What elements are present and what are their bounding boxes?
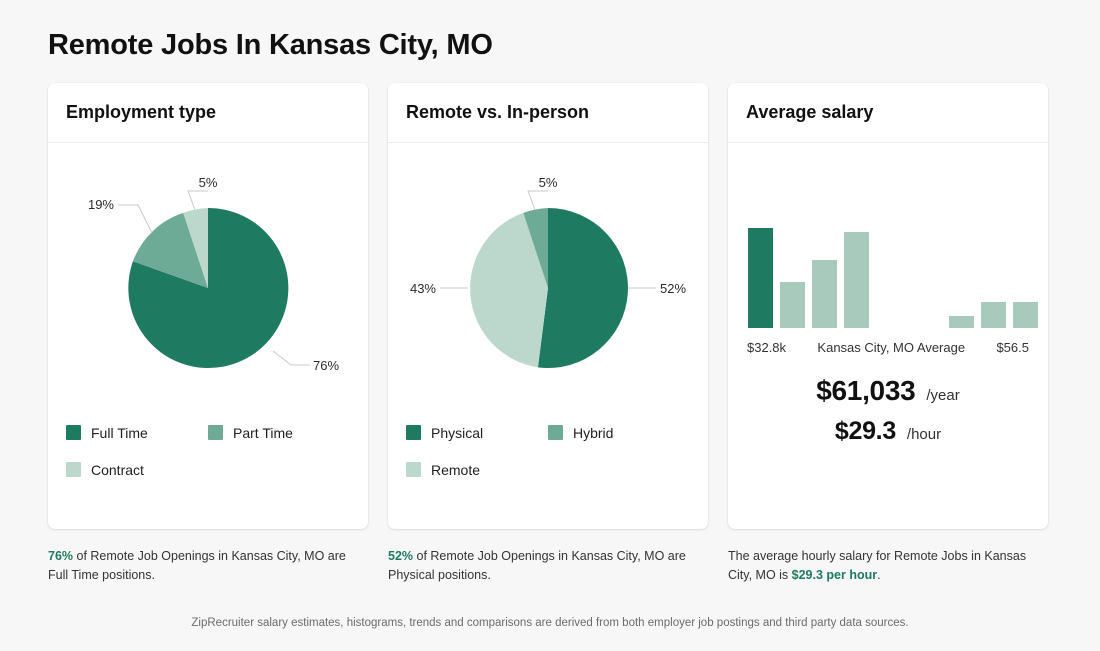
card-body-employment-type: 76% 19% 5% Full Time Part Time <box>48 143 368 529</box>
pie-slice-hybrid[interactable] <box>523 207 548 288</box>
card-body-average-salary: $32.8k Kansas City, MO Average $56.5 $61… <box>728 143 1048 529</box>
salary-histogram-axis: $32.8k Kansas City, MO Average $56.5 <box>728 340 1048 355</box>
salary-unit-yearly: /year <box>926 386 960 404</box>
caption-highlight-remote-vs-inperson: 52% <box>388 548 414 563</box>
card-title-remote-vs-inperson: Remote vs. In-person <box>388 83 708 143</box>
caption-highlight-average-salary: $29.3 per hour <box>791 568 878 583</box>
card-title-average-salary: Average salary <box>728 83 1048 143</box>
legend-item-full-time[interactable]: Full Time <box>66 425 208 441</box>
pie-value-label-contract: 5% <box>199 175 218 190</box>
histogram-bar-1[interactable] <box>748 227 773 328</box>
pie-leader-line-part-time <box>118 204 153 234</box>
pie-leader-line-hybrid <box>527 190 548 210</box>
pie-slice-full-time[interactable] <box>128 207 289 368</box>
legend-item-physical[interactable]: Physical <box>406 425 548 441</box>
pie-leader-line-contract <box>187 190 208 210</box>
caption-prefix-average-salary: The average hourly salary for Remote Job… <box>728 548 1027 583</box>
histogram-axis-label-left: $32.8k <box>747 339 787 355</box>
histogram-bar-4[interactable] <box>844 231 869 328</box>
card-column-employment-type: Employment type <box>48 82 368 586</box>
salary-row-hourly: $29.3 /hour <box>728 417 1048 446</box>
legend-item-part-time[interactable]: Part Time <box>208 425 350 441</box>
caption-text-remote-vs-inperson: of Remote Job Openings in Kansas City, M… <box>388 548 686 583</box>
pie-value-label-hybrid: 5% <box>539 175 558 190</box>
legend-swatch-icon-part-time <box>208 425 223 441</box>
histogram-bar-7[interactable] <box>949 315 974 328</box>
pie-slice-physical[interactable] <box>537 207 628 368</box>
pie-value-label-remote: 43% <box>410 281 436 296</box>
salary-histogram: $32.8k Kansas City, MO Average $56.5 <box>728 143 1048 383</box>
legend-swatch-icon-full-time <box>66 425 81 441</box>
legend-swatch-icon-contract <box>66 462 81 478</box>
pie-chart-remote-vs-inperson: 52% 43% 5% <box>388 143 708 443</box>
pie-value-label-full-time: 76% <box>313 358 339 373</box>
pie-svg-remote-vs-inperson: 52% 43% 5% <box>410 175 686 368</box>
page-title: Remote Jobs In Kansas City, MO <box>48 29 493 61</box>
legend-item-contract[interactable]: Contract <box>66 462 208 478</box>
card-title-employment-type: Employment type <box>48 83 368 143</box>
card-body-remote-vs-inperson: 52% 43% 5% Physical Hybrid <box>388 143 708 529</box>
legend-swatch-icon-remote <box>406 462 421 478</box>
caption-text-employment-type: of Remote Job Openings in Kansas City, M… <box>48 548 346 583</box>
legend-swatch-icon-hybrid <box>548 425 563 441</box>
legend-label-physical: Physical <box>431 424 484 441</box>
card-average-salary: Average salary $32.8k <box>728 82 1048 529</box>
card-column-average-salary: Average salary $32.8k <box>728 82 1048 586</box>
caption-average-salary: The average hourly salary for Remote Job… <box>728 547 1048 586</box>
pie-value-label-physical: 52% <box>660 281 686 296</box>
pie-leader-line-full-time <box>272 350 310 366</box>
pie-value-label-part-time: 19% <box>88 197 114 212</box>
legend-item-remote[interactable]: Remote <box>406 462 548 478</box>
legend-label-hybrid: Hybrid <box>573 424 614 441</box>
legend-label-part-time: Part Time <box>233 424 293 441</box>
legend-item-hybrid[interactable]: Hybrid <box>548 425 690 441</box>
legend-label-contract: Contract <box>91 461 144 478</box>
histogram-bar-8[interactable] <box>981 301 1006 328</box>
legend-remote-vs-inperson: Physical Hybrid Remote <box>406 425 690 499</box>
pie-slice-contract[interactable] <box>183 207 208 288</box>
histogram-bar-3[interactable] <box>812 259 837 328</box>
pie-slice-part-time[interactable] <box>132 212 208 288</box>
salary-summary: $61,033 /year $29.3 /hour <box>728 375 1048 456</box>
card-column-remote-vs-inperson: Remote vs. In-person <box>388 82 708 586</box>
histogram-bar-2[interactable] <box>780 281 805 328</box>
salary-histogram-bars <box>748 208 1040 328</box>
histogram-bar-9[interactable] <box>1013 301 1038 328</box>
pie-svg-employment-type: 76% 19% 5% <box>88 175 339 373</box>
legend-label-full-time: Full Time <box>91 424 148 441</box>
salary-row-yearly: $61,033 /year <box>728 375 1048 407</box>
salary-amount-yearly: $61,033 <box>816 374 916 406</box>
histogram-axis-label-right: $56.5 <box>996 339 1029 355</box>
histogram-axis-label-center: Kansas City, MO Average <box>817 339 966 355</box>
salary-amount-hourly: $29.3 <box>834 416 896 445</box>
caption-employment-type: 76% of Remote Job Openings in Kansas Cit… <box>48 547 368 586</box>
legend-swatch-icon-physical <box>406 425 421 441</box>
disclaimer-text: ZipRecruiter salary estimates, histogram… <box>191 617 909 629</box>
caption-suffix-average-salary: . <box>877 568 881 583</box>
legend-employment-type: Full Time Part Time Contract <box>66 425 350 499</box>
pie-chart-employment-type: 76% 19% 5% <box>48 143 368 443</box>
card-employment-type: Employment type <box>48 82 368 529</box>
pie-slice-remote[interactable] <box>470 212 548 368</box>
card-remote-vs-inperson: Remote vs. In-person <box>388 82 708 529</box>
legend-label-remote: Remote <box>431 461 481 478</box>
caption-remote-vs-inperson: 52% of Remote Job Openings in Kansas Cit… <box>388 547 708 586</box>
cards-container: Employment type <box>48 82 1052 586</box>
salary-unit-hourly: /hour <box>906 425 942 443</box>
caption-highlight-employment-type: 76% <box>48 548 74 563</box>
